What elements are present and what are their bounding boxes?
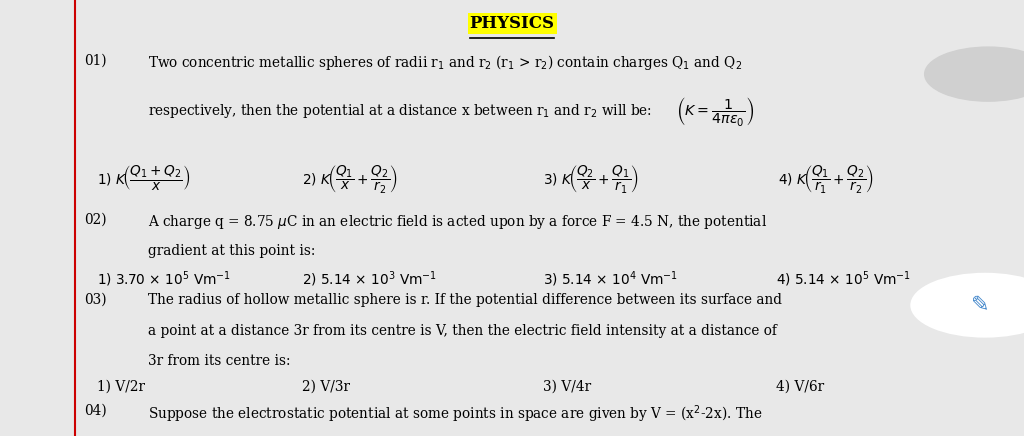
- Text: 3r from its centre is:: 3r from its centre is:: [148, 354, 291, 368]
- Text: The radius of hollow metallic sphere is r. If the potential difference between i: The radius of hollow metallic sphere is …: [148, 293, 782, 307]
- Text: a point at a distance 3r from its centre is V, then the electric field intensity: a point at a distance 3r from its centre…: [148, 324, 777, 337]
- Text: 3) $K\!\left(\dfrac{Q_2}{x}+\dfrac{Q_1}{r_1}\right)$: 3) $K\!\left(\dfrac{Q_2}{x}+\dfrac{Q_1}{…: [543, 164, 639, 196]
- Text: 04): 04): [84, 403, 106, 417]
- Text: 3) 5.14 $\times$ 10$^4$ Vm$^{-1}$: 3) 5.14 $\times$ 10$^4$ Vm$^{-1}$: [543, 269, 678, 289]
- Text: 1) V/2r: 1) V/2r: [97, 379, 145, 393]
- Text: 03): 03): [84, 293, 106, 307]
- Text: 1) $K\!\left(\dfrac{Q_1+Q_2}{x}\right)$: 1) $K\!\left(\dfrac{Q_1+Q_2}{x}\right)$: [97, 164, 190, 193]
- Text: 2) 5.14 $\times$ 10$^3$ Vm$^{-1}$: 2) 5.14 $\times$ 10$^3$ Vm$^{-1}$: [302, 269, 437, 289]
- Text: ✎: ✎: [971, 295, 989, 315]
- Text: 2) V/3r: 2) V/3r: [302, 379, 350, 393]
- Text: 4) V/6r: 4) V/6r: [776, 379, 824, 393]
- Text: 4) $K\!\left(\dfrac{Q_1}{r_1}+\dfrac{Q_2}{r_2}\right)$: 4) $K\!\left(\dfrac{Q_1}{r_1}+\dfrac{Q_2…: [778, 164, 874, 196]
- Text: 1) 3.70 $\times$ 10$^5$ Vm$^{-1}$: 1) 3.70 $\times$ 10$^5$ Vm$^{-1}$: [97, 269, 231, 289]
- Text: PHYSICS: PHYSICS: [469, 15, 555, 32]
- Text: 2) $K\!\left(\dfrac{Q_1}{x}+\dfrac{Q_2}{r_2}\right)$: 2) $K\!\left(\dfrac{Q_1}{x}+\dfrac{Q_2}{…: [302, 164, 398, 196]
- Text: 01): 01): [84, 53, 106, 67]
- Text: 3) V/4r: 3) V/4r: [543, 379, 591, 393]
- Text: Suppose the electrostatic potential at some points in space are given by V = (x$: Suppose the electrostatic potential at s…: [148, 403, 763, 425]
- Circle shape: [911, 274, 1024, 337]
- Text: 4) 5.14 $\times$ 10$^5$ Vm$^{-1}$: 4) 5.14 $\times$ 10$^5$ Vm$^{-1}$: [776, 269, 911, 289]
- Text: A charge q = 8.75 $\mu$C in an electric field is acted upon by a force F = 4.5 N: A charge q = 8.75 $\mu$C in an electric …: [148, 213, 768, 231]
- Text: respectively, then the potential at a distance x between r$_1$ and r$_2$ will be: respectively, then the potential at a di…: [148, 102, 652, 120]
- Circle shape: [925, 47, 1024, 101]
- Text: 02): 02): [84, 213, 106, 227]
- Text: gradient at this point is:: gradient at this point is:: [148, 244, 315, 258]
- Text: Two concentric metallic spheres of radii r$_1$ and r$_2$ (r$_1$ > r$_2$) contain: Two concentric metallic spheres of radii…: [148, 53, 742, 72]
- Text: $\left( K = \dfrac{1}{4\pi\varepsilon_0} \right)$: $\left( K = \dfrac{1}{4\pi\varepsilon_0}…: [676, 95, 755, 129]
